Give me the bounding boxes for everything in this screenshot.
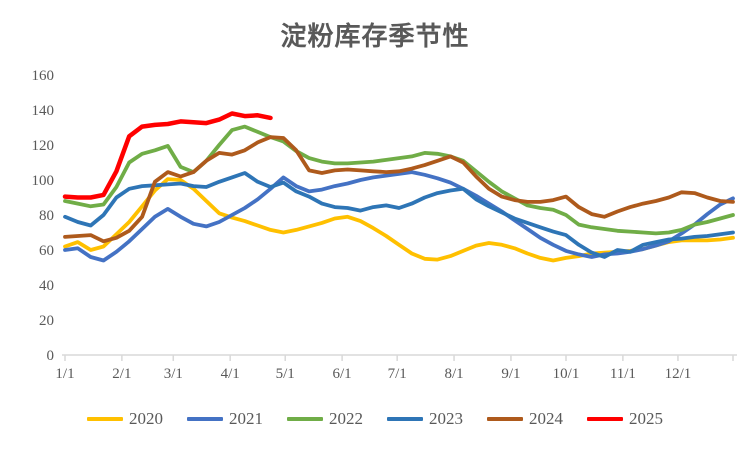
x-tick-label: 7/1 — [388, 366, 407, 382]
y-tick-label: 0 — [47, 348, 55, 364]
x-tick-label: 11/1 — [610, 366, 636, 382]
legend-item-2024: 2024 — [487, 409, 563, 429]
legend-label-2024: 2024 — [529, 409, 563, 428]
legend-item-2025: 2025 — [587, 409, 663, 429]
x-tick-label: 10/1 — [553, 366, 580, 382]
series-line-2025 — [62, 111, 273, 200]
x-tick-label: 2/1 — [112, 366, 131, 382]
x-tick-label: 9/1 — [501, 366, 520, 382]
x-tick-label: 8/1 — [444, 366, 463, 382]
x-tick-label: 6/1 — [333, 366, 352, 382]
legend-swatch-2024 — [487, 416, 523, 422]
chart-title: 淀粉库存季节性 — [280, 21, 470, 51]
series-line-2023 — [63, 171, 735, 259]
legend-swatch-2021 — [187, 416, 223, 422]
y-tick-label: 140 — [32, 103, 55, 119]
legend-swatch-2025 — [587, 416, 623, 422]
legend-label-2025: 2025 — [629, 409, 663, 428]
legend-label-2020: 2020 — [129, 409, 163, 428]
y-tick-label: 40 — [39, 278, 54, 294]
y-tick-label: 20 — [39, 313, 54, 329]
legend-swatch-2020 — [87, 416, 123, 422]
x-tick-label: 4/1 — [221, 366, 240, 382]
y-tick-label: 60 — [39, 243, 54, 259]
legend-item-2022: 2022 — [287, 409, 363, 429]
legend-item-2023: 2023 — [387, 409, 463, 429]
y-tick-label: 80 — [39, 208, 54, 224]
x-tick-label: 5/1 — [276, 366, 295, 382]
y-tick-label: 160 — [32, 68, 55, 84]
series-line-2024 — [63, 135, 735, 244]
legend-swatch-2023 — [387, 416, 423, 422]
series-line-2021 — [63, 170, 735, 263]
y-tick-label: 120 — [32, 138, 55, 154]
x-tick-label: 3/1 — [164, 366, 183, 382]
legend-label-2021: 2021 — [229, 409, 263, 428]
x-tick-label: 12/1 — [665, 366, 692, 382]
series-line-2022 — [63, 124, 735, 236]
legend-item-2021: 2021 — [187, 409, 263, 429]
legend-label-2023: 2023 — [429, 409, 463, 428]
chart-legend: 2020 2021 2022 2023 2024 2025 — [0, 409, 750, 429]
legend-label-2022: 2022 — [329, 409, 363, 428]
legend-item-2020: 2020 — [87, 409, 163, 429]
y-tick-label: 100 — [32, 173, 55, 189]
legend-swatch-2022 — [287, 416, 323, 422]
x-tick-label: 1/1 — [55, 366, 74, 382]
